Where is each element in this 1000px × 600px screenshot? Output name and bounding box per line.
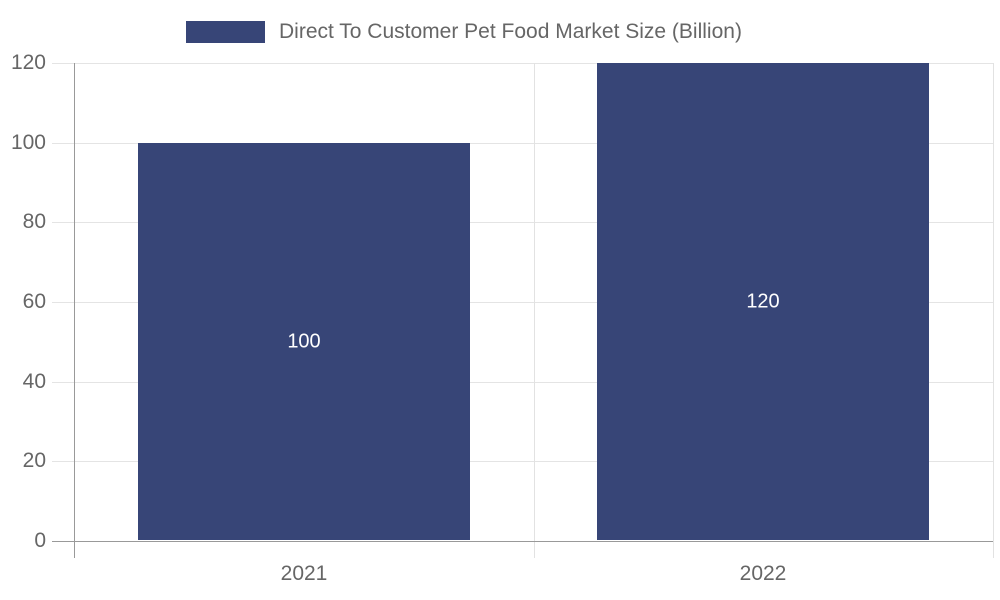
y-axis-tick-label: 80 — [22, 210, 46, 233]
legend-swatch — [186, 21, 265, 43]
x-axis-tick-label: 2021 — [280, 562, 328, 585]
bar — [138, 143, 470, 540]
y-axis-tick-label: 20 — [22, 449, 46, 472]
y-gridline — [52, 382, 993, 383]
legend-label: Direct To Customer Pet Food Market Size … — [279, 20, 742, 43]
y-gridline — [52, 143, 993, 144]
y-axis-tick-label: 60 — [22, 290, 46, 313]
category-boundary-line — [993, 63, 994, 558]
y-gridline — [52, 302, 993, 303]
x-axis-tick-label: 2022 — [739, 562, 787, 585]
y-axis-tick-label: 120 — [10, 51, 46, 74]
y-gridline — [52, 63, 993, 64]
y-gridline — [52, 461, 993, 462]
chart-legend: Direct To Customer Pet Food Market Size … — [186, 20, 742, 44]
y-axis-tick-label: 100 — [10, 131, 46, 154]
x-axis-line — [52, 541, 993, 542]
category-boundary-line — [534, 63, 535, 558]
y-axis-line — [74, 63, 75, 558]
bar-value-label: 100 — [287, 330, 321, 353]
y-axis-tick-label: 40 — [22, 370, 46, 393]
bar-value-label: 120 — [746, 290, 780, 313]
y-axis-tick-label: 0 — [34, 529, 46, 552]
bar — [597, 63, 929, 540]
y-gridline — [52, 222, 993, 223]
